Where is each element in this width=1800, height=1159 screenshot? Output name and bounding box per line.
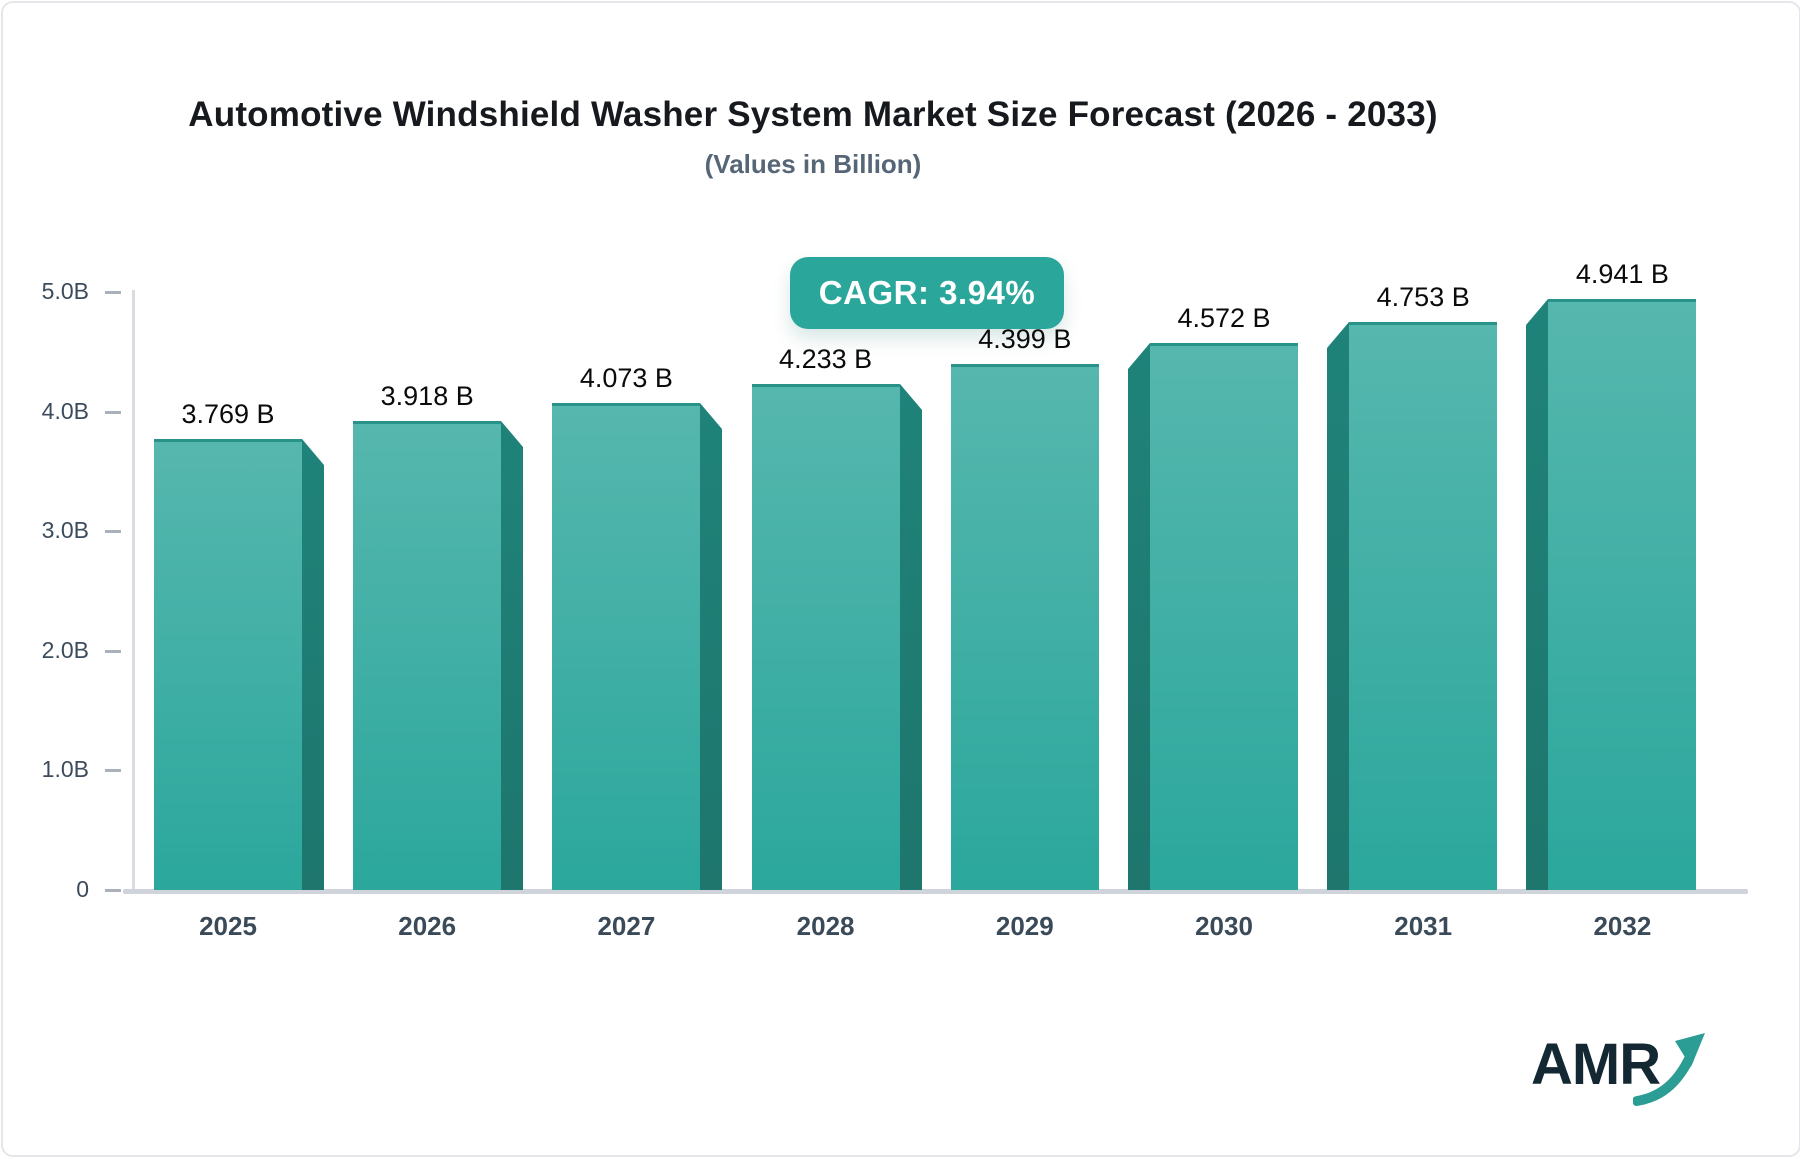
growth-arrow-icon xyxy=(1633,1033,1705,1106)
page-title: Automotive Windshield Washer System Mark… xyxy=(188,95,1438,134)
bar-2030 xyxy=(1150,343,1298,890)
cagr-badge-label: CAGR: 3.94% xyxy=(818,274,1036,311)
bar-2032 xyxy=(1548,299,1696,890)
amr-logo: AMR xyxy=(1531,1031,1731,1121)
x-tick-label-2029: 2029 xyxy=(995,911,1054,941)
bar-side-2026 xyxy=(501,421,523,890)
x-tick-label-2025: 2025 xyxy=(199,911,257,941)
bar-side-2030 xyxy=(1128,343,1150,890)
bar-2025 xyxy=(154,439,302,890)
bar-value-label: 4.233 B xyxy=(779,344,873,374)
x-tick-label-2030: 2030 xyxy=(1195,911,1253,941)
chart-subtitle: (Values in Billion) xyxy=(704,149,922,179)
bar-value-label: 4.399 B xyxy=(978,324,1072,354)
x-tick-label-2028: 2028 xyxy=(796,911,855,941)
bar-side-2027 xyxy=(700,403,722,890)
y-tick-label: 5.0B xyxy=(41,278,89,304)
y-axis-line xyxy=(132,290,135,891)
y-tick-mark xyxy=(105,649,121,653)
y-tick-mark xyxy=(105,889,121,892)
x-tick-label-2026: 2026 xyxy=(398,911,457,941)
bar-value-label: 4.753 B xyxy=(1376,282,1470,312)
y-tick-mark xyxy=(105,410,121,414)
y-tick-label: 3.0B xyxy=(41,517,89,544)
bar-value-label: 3.918 B xyxy=(380,381,474,411)
bar-2031 xyxy=(1349,322,1497,890)
bar-side-2025 xyxy=(302,439,324,890)
chart-header: Automotive Windshield Washer System Mark… xyxy=(3,95,1623,180)
y-tick-mark xyxy=(105,291,121,294)
y-tick-mark xyxy=(105,530,121,534)
y-tick-label: 4.0B xyxy=(41,397,89,424)
bar-2027 xyxy=(552,403,700,890)
bar-2026 xyxy=(353,421,501,890)
bar-side-2031 xyxy=(1327,322,1349,890)
bar-value-label: 3.769 B xyxy=(181,399,275,429)
y-tick-mark xyxy=(105,769,121,773)
x-tick-label-2027: 2027 xyxy=(597,911,656,941)
bar-value-label: 4.572 B xyxy=(1177,303,1271,333)
bar-2028 xyxy=(752,384,900,890)
bar-value-label: 4.073 B xyxy=(579,363,673,393)
bar-side-2032 xyxy=(1526,299,1548,890)
cagr-badge: CAGR: 3.94% xyxy=(790,257,1064,329)
y-tick-label: 2.0B xyxy=(41,636,89,663)
bar-chart: 0 1.0B 2.0B 3.0B 4.0B 5.0B 3.769 B 3.918 B 4.07… xyxy=(3,3,1800,1159)
amr-logo-text: AMR xyxy=(1531,1032,1661,1097)
bar-side-2028 xyxy=(900,384,922,890)
x-tick-label-2032: 2032 xyxy=(1593,911,1652,941)
x-tick-label-2031: 2031 xyxy=(1394,911,1453,941)
bar-2029 xyxy=(951,364,1099,890)
y-tick-label: 1.0B xyxy=(41,756,89,783)
x-axis-line xyxy=(123,889,1748,894)
y-tick-label: 0 xyxy=(76,876,89,902)
bar-value-label: 4.941 B xyxy=(1575,259,1669,289)
